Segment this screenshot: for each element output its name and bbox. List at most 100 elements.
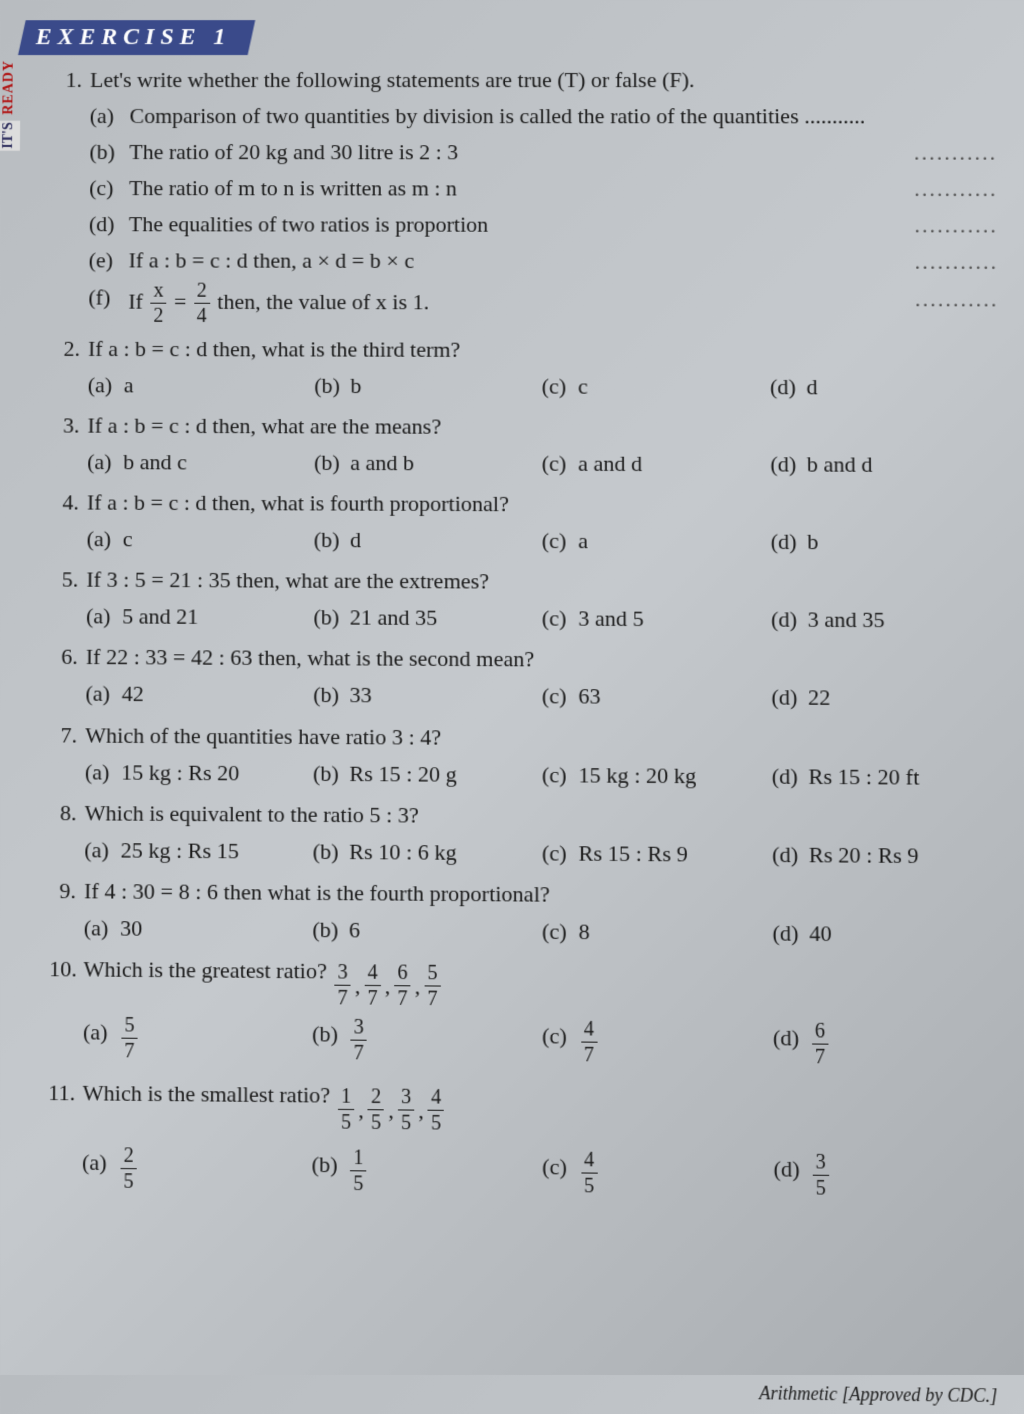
q8-prompt: Which is equivalent to the ratio 5 : 3? xyxy=(85,795,1004,836)
q2-c: (c)c xyxy=(542,369,770,404)
q1-c-lbl: (c) xyxy=(89,171,129,205)
q1-f-post: then, the value of x is 1. xyxy=(212,288,429,314)
q1-d-lbl: (d) xyxy=(89,207,129,241)
q1-a: (a)Comparison of two quantities by divis… xyxy=(56,99,997,134)
q7-prompt: Which of the quantities have ratio 3 : 4… xyxy=(85,718,1002,758)
q9: 9.If 4 : 30 = 8 : 6 then what is the fou… xyxy=(50,873,1004,915)
q2-c-ot: c xyxy=(578,369,770,404)
q9-b-ot: 6 xyxy=(349,913,542,950)
q11-list-frac: 45 xyxy=(428,1087,444,1134)
q2-b: (b)b xyxy=(314,368,541,403)
q11-list-frac: 35 xyxy=(398,1087,414,1134)
q9-d-ot: 40 xyxy=(809,916,1004,953)
q9-options: (a)30 (b)6 (c)8 (d)40 xyxy=(49,910,1004,952)
q7-b-ot: Rs 15 : 20 g xyxy=(349,756,542,792)
q3-a-ot: b and c xyxy=(123,445,314,480)
q9-c: (c)8 xyxy=(542,914,773,951)
q4-a-ot: c xyxy=(123,522,314,557)
q3-a: (a)b and c xyxy=(87,445,314,480)
q10-options: (a)57 (b)37 (c)47 (d)67 xyxy=(48,1014,1005,1069)
q1-d: (d)The equalities of two ratios is propo… xyxy=(55,207,998,243)
q8-a-ot: 25 kg : Rs 15 xyxy=(121,833,313,869)
q4: 4.If a : b = c : d then, what is fourth … xyxy=(53,485,1001,523)
q8-d: (d)Rs 20 : Rs 9 xyxy=(772,837,1003,874)
q11-d-d: 5 xyxy=(813,1176,830,1199)
q10-fraclist: 37, 47, 67, 57 xyxy=(332,962,442,1009)
q10-list-frac: 57 xyxy=(424,963,440,1010)
q10-b-n: 3 xyxy=(351,1017,367,1041)
q4-d-ol: (d) xyxy=(771,524,808,559)
q6-b: (b)33 xyxy=(313,678,542,714)
q11-b-ot: 15 xyxy=(348,1147,542,1196)
q1-f-frac2-d: 4 xyxy=(194,303,210,325)
q1-b-dots: ........... xyxy=(902,136,998,170)
q1-f-lbl: (f) xyxy=(88,280,128,325)
q11-b-n: 1 xyxy=(350,1147,366,1171)
q10-a-frac: 57 xyxy=(121,1015,137,1062)
q1-c-dots: ........... xyxy=(902,172,998,207)
q6: 6.If 22 : 33 = 42 : 63 then, what is the… xyxy=(52,640,1002,680)
q11-b-frac: 15 xyxy=(350,1147,366,1194)
q11-c-ol: (c) xyxy=(542,1149,579,1196)
q10-b-ol: (b) xyxy=(312,1017,349,1064)
q11-list-frac: 15 xyxy=(338,1086,354,1133)
q7-d: (d)Rs 15 : 20 ft xyxy=(772,759,1003,796)
q5-d-ol: (d) xyxy=(771,602,808,637)
q3-prompt: If a : b = c : d then, what are the mean… xyxy=(87,408,999,445)
q3-b: (b)a and b xyxy=(314,445,542,480)
q1-f-frac1-d: 2 xyxy=(150,303,166,325)
q1-f-txt: If x2 = 24 then, the value of x is 1. xyxy=(128,280,903,327)
q7-d-ol: (d) xyxy=(772,759,809,794)
q1-f-frac2: 24 xyxy=(194,280,210,325)
q4-b-ot: d xyxy=(350,523,542,558)
q2-d: (d)d xyxy=(770,369,999,404)
q2-a-ot: a xyxy=(124,368,315,403)
q8-d-ol: (d) xyxy=(772,837,809,872)
q5-num: 5. xyxy=(52,562,86,597)
q11-b-ol: (b) xyxy=(312,1147,349,1194)
side-tab: IT'S READY xyxy=(1,60,18,151)
q6-a-ol: (a) xyxy=(85,677,121,712)
q2-d-ol: (d) xyxy=(770,369,807,404)
q5-a-ol: (a) xyxy=(86,599,122,634)
q1-f-frac1-n: x xyxy=(150,280,166,303)
q9-c-ol: (c) xyxy=(542,914,579,949)
q11-d: (d)35 xyxy=(773,1151,1006,1200)
q4-d: (d)b xyxy=(771,524,1001,560)
content: 1. Let's write whether the following sta… xyxy=(47,63,1006,1201)
q9-d-ol: (d) xyxy=(772,916,809,952)
q11-d-frac: 35 xyxy=(812,1152,829,1199)
q8-a: (a)25 kg : Rs 15 xyxy=(84,832,313,869)
q10-c-d: 7 xyxy=(581,1043,597,1066)
q7-num: 7. xyxy=(51,717,85,752)
q5: 5.If 3 : 5 = 21 : 35 then, what are the … xyxy=(52,562,1001,601)
q11-a-ot: 25 xyxy=(118,1145,311,1194)
q2-b-ot: b xyxy=(350,368,541,403)
q10-d-d: 7 xyxy=(812,1045,829,1068)
q1-b: (b)The ratio of 20 kg and 30 litre is 2 … xyxy=(56,135,998,170)
q7-b: (b)Rs 15 : 20 g xyxy=(313,756,542,792)
q6-b-ot: 33 xyxy=(350,678,542,714)
q2-b-ol: (b) xyxy=(314,368,350,403)
q11-b-d: 5 xyxy=(350,1171,366,1194)
q5-c-ol: (c) xyxy=(542,601,578,636)
q10-list-frac: 47 xyxy=(364,962,380,1009)
q1-f-frac1: x2 xyxy=(150,280,166,325)
q2-a-ol: (a) xyxy=(88,368,124,403)
q11-c-ot: 45 xyxy=(579,1150,774,1199)
q10-b-frac: 37 xyxy=(351,1017,367,1064)
q9-b: (b)6 xyxy=(312,912,542,949)
q4-c-ol: (c) xyxy=(542,524,578,559)
q2: 2.If a : b = c : d then, what is the thi… xyxy=(54,331,999,368)
q5-prompt: If 3 : 5 = 21 : 35 then, what are the ex… xyxy=(86,562,1001,601)
q10-a-d: 7 xyxy=(121,1039,137,1062)
q2-d-ot: d xyxy=(806,370,999,405)
q11-d-ot: 35 xyxy=(810,1152,1006,1201)
q10-a-ot: 57 xyxy=(119,1015,312,1063)
q1-f-dots: ........... xyxy=(903,281,999,327)
q7-c-ot: 15 kg : 20 kg xyxy=(578,757,771,793)
q6-a-ot: 42 xyxy=(122,677,314,713)
q11-options: (a)25 (b)15 (c)45 (d)35 xyxy=(47,1145,1006,1201)
q6-d-ot: 22 xyxy=(808,681,1002,717)
q3-num: 3. xyxy=(53,408,87,443)
